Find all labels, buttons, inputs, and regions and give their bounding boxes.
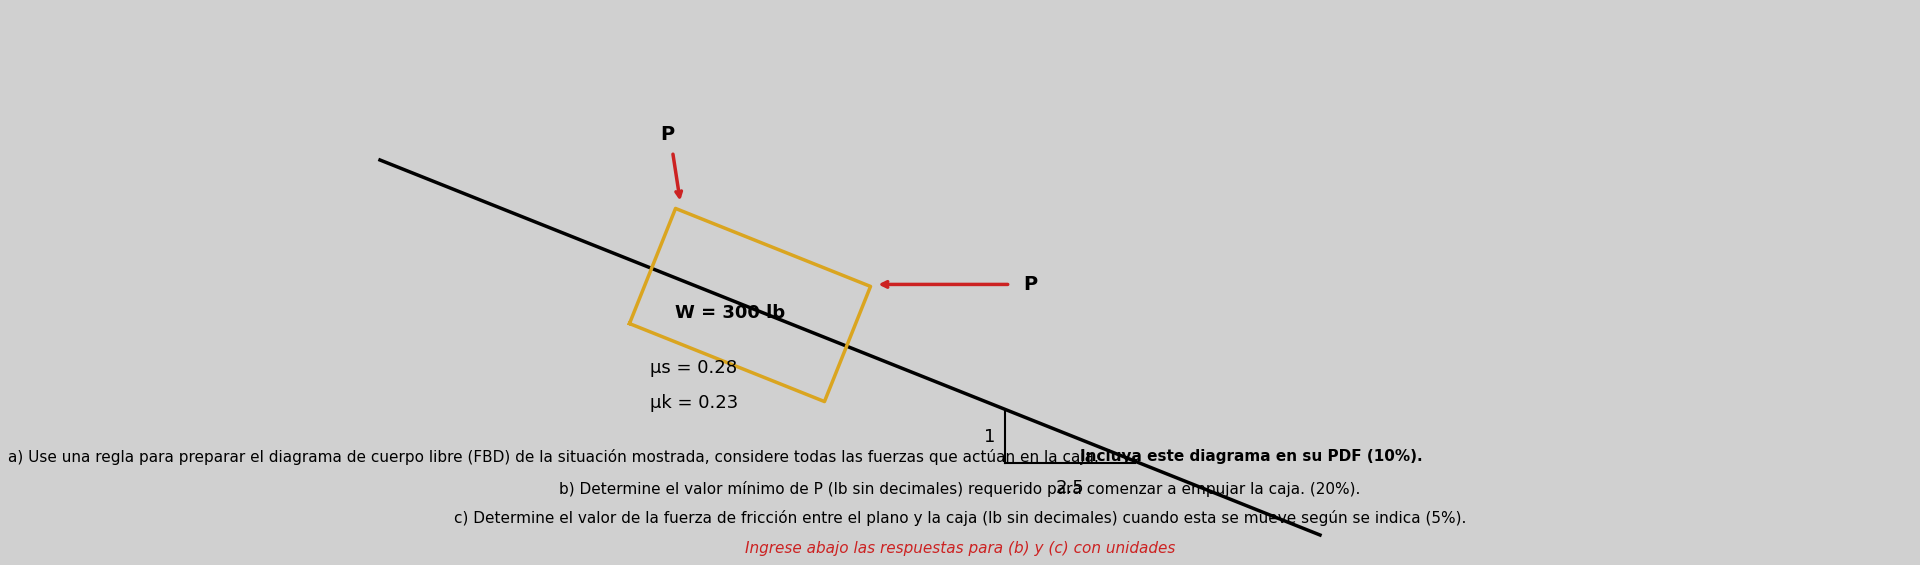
Text: μk = 0.23: μk = 0.23 [651,394,739,412]
Text: P: P [660,125,674,144]
Text: Incluya este diagrama en su PDF (10%).: Incluya este diagrama en su PDF (10%). [1081,450,1423,464]
Text: 2.5: 2.5 [1056,479,1085,497]
Text: W = 300 lb: W = 300 lb [676,304,785,322]
Text: P: P [1023,275,1037,294]
Text: μs = 0.28: μs = 0.28 [651,359,737,377]
Text: a) Use una regla para preparar el diagrama de cuerpo libre (FBD) de la situación: a) Use una regla para preparar el diagra… [8,449,1104,465]
Text: Ingrese abajo las respuestas para (b) y (c) con unidades: Ingrese abajo las respuestas para (b) y … [745,541,1175,555]
Text: b) Determine el valor mínimo de P (lb sin decimales) requerido para comenzar a e: b) Determine el valor mínimo de P (lb si… [559,481,1361,497]
Text: 1: 1 [983,428,995,446]
Text: c) Determine el valor de la fuerza de fricción entre el plano y la caja (lb sin : c) Determine el valor de la fuerza de fr… [453,510,1467,526]
